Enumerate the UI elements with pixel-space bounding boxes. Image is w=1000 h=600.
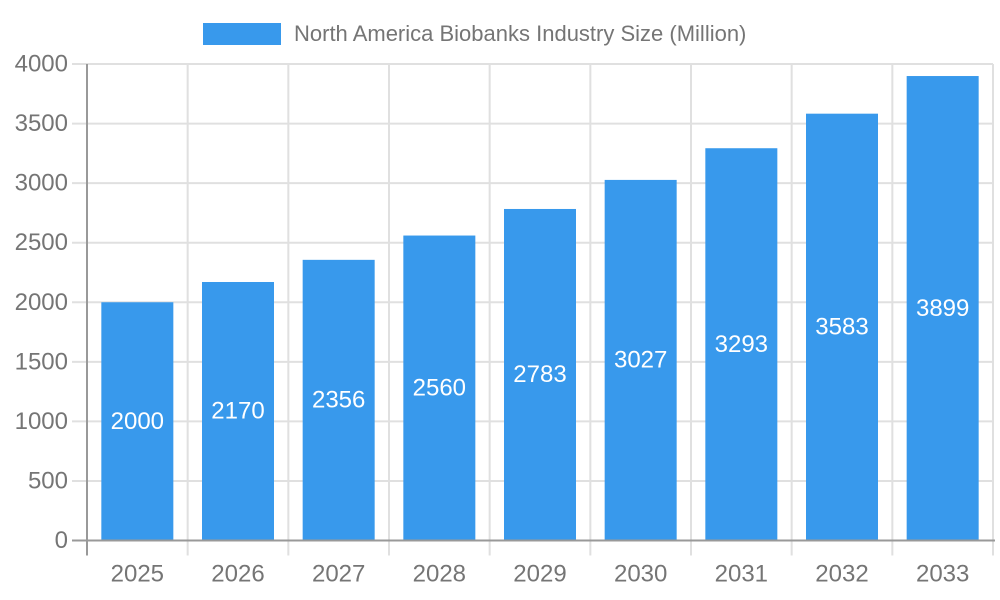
legend-label: North America Biobanks Industry Size (Mi…: [294, 21, 747, 46]
y-axis-tick-label: 2500: [15, 229, 68, 256]
y-axis-tick-label: 1000: [15, 408, 68, 435]
x-axis-tick-label: 2031: [715, 561, 768, 588]
x-axis-tick-label: 2033: [916, 561, 969, 588]
y-axis-tick-label: 0: [55, 527, 68, 554]
x-axis-tick-label: 2028: [413, 561, 466, 588]
bar-value-label: 3027: [614, 347, 667, 374]
bar-2029[interactable]: [504, 208, 576, 541]
legend-swatch: [203, 23, 281, 45]
x-axis-tick-label: 2027: [312, 561, 365, 588]
y-axis-tick-label: 3500: [15, 110, 68, 137]
x-axis-tick-label: 2029: [513, 561, 566, 588]
bar-value-label: 3293: [715, 331, 768, 358]
bar-2027[interactable]: [302, 259, 375, 541]
bar-value-label: 2783: [513, 361, 566, 388]
x-axis-tick-label: 2032: [815, 561, 868, 588]
bar-2032[interactable]: [806, 113, 878, 541]
bar-value-label: 3899: [916, 295, 969, 322]
bar-value-label: 3583: [815, 314, 868, 341]
y-axis-tick-label: 2000: [15, 289, 68, 316]
legend-item[interactable]: North America Biobanks Industry Size (Mi…: [203, 21, 746, 47]
y-axis-tick-label: 3000: [15, 170, 68, 197]
y-axis-tick-label: 500: [28, 467, 68, 494]
x-axis-tick-label: 2025: [111, 561, 164, 588]
y-axis-tick-label: 4000: [15, 51, 68, 78]
bar-value-label: 2356: [312, 387, 365, 414]
bar-value-label: 2170: [211, 398, 264, 425]
x-axis-tick-label: 2030: [614, 561, 667, 588]
bar-2025[interactable]: [101, 302, 174, 541]
bar-2031[interactable]: [705, 148, 778, 541]
bar-2033[interactable]: [906, 76, 979, 541]
bar-value-label: 2560: [413, 375, 466, 402]
bar-value-label: 2000: [111, 408, 164, 435]
bar-2030[interactable]: [604, 179, 677, 541]
bar-2028[interactable]: [403, 235, 476, 541]
x-axis-tick-label: 2026: [211, 561, 264, 588]
y-axis-tick-label: 1500: [15, 348, 68, 375]
bar-2026[interactable]: [202, 281, 274, 541]
